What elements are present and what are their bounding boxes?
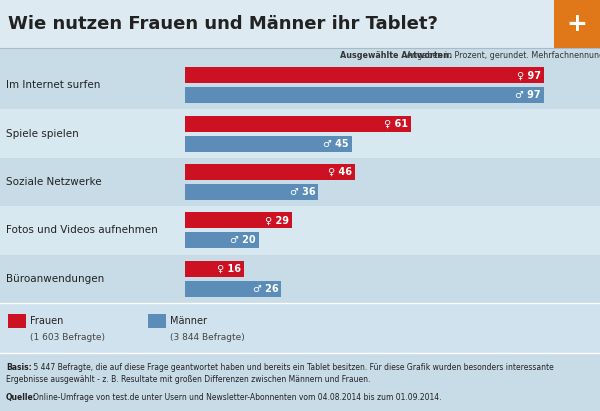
Text: ♀ 61: ♀ 61 bbox=[384, 119, 408, 129]
Text: ♂ 36: ♂ 36 bbox=[290, 187, 315, 197]
Text: ♂ 45: ♂ 45 bbox=[323, 139, 349, 148]
Bar bbox=[0, 61, 600, 109]
Bar bbox=[185, 115, 410, 132]
Bar bbox=[8, 314, 26, 328]
Text: Im Internet surfen: Im Internet surfen bbox=[6, 80, 100, 90]
Bar bbox=[0, 0, 600, 48]
Text: (3 844 Befragte): (3 844 Befragte) bbox=[170, 332, 245, 342]
Bar bbox=[0, 206, 600, 254]
Text: Fotos und Videos aufnehmen: Fotos und Videos aufnehmen bbox=[6, 225, 158, 236]
Text: ♂ 97: ♂ 97 bbox=[515, 90, 541, 100]
Text: Spiele spielen: Spiele spielen bbox=[6, 129, 79, 139]
Bar bbox=[0, 303, 600, 353]
Text: Wie nutzen Frauen und Männer ihr Tablet?: Wie nutzen Frauen und Männer ihr Tablet? bbox=[8, 15, 438, 33]
Bar bbox=[554, 0, 600, 48]
Bar bbox=[185, 232, 259, 248]
Bar bbox=[0, 109, 600, 158]
Text: +: + bbox=[566, 12, 587, 36]
Text: Basis:: Basis: bbox=[6, 363, 32, 372]
Bar bbox=[0, 254, 600, 303]
Bar bbox=[185, 184, 318, 200]
Bar bbox=[185, 281, 281, 297]
Text: Quelle:: Quelle: bbox=[6, 393, 37, 402]
Text: Ausgewählte Antworten.: Ausgewählte Antworten. bbox=[340, 51, 452, 60]
Text: Ergebnisse ausgewählt - z. B. Resultate mit großen Differenzen zwischen Männern : Ergebnisse ausgewählt - z. B. Resultate … bbox=[6, 374, 370, 383]
Text: 5 447 Befragte, die auf diese Frage geantwortet haben und bereits ein Tablet bes: 5 447 Befragte, die auf diese Frage gean… bbox=[31, 363, 554, 372]
Bar bbox=[185, 261, 244, 277]
Bar bbox=[0, 158, 600, 206]
Text: (1 603 Befragte): (1 603 Befragte) bbox=[30, 332, 105, 342]
Text: Soziale Netzwerke: Soziale Netzwerke bbox=[6, 177, 101, 187]
Bar bbox=[185, 212, 292, 229]
Text: Online-Umfrage von test.de unter Usern und Newsletter-Abonnenten vom 04.08.2014 : Online-Umfrage von test.de unter Usern u… bbox=[33, 393, 442, 402]
Text: ♀ 97: ♀ 97 bbox=[517, 70, 541, 80]
Bar bbox=[185, 87, 544, 103]
Bar bbox=[148, 314, 166, 328]
Text: ♀ 16: ♀ 16 bbox=[217, 264, 241, 274]
Text: Büroanwendungen: Büroanwendungen bbox=[6, 274, 104, 284]
Text: ♀ 29: ♀ 29 bbox=[265, 215, 289, 226]
Bar bbox=[185, 164, 355, 180]
Text: ♂ 26: ♂ 26 bbox=[253, 284, 278, 294]
Text: Männer: Männer bbox=[170, 316, 207, 326]
Text: ♂ 20: ♂ 20 bbox=[230, 236, 256, 245]
Text: ♀ 46: ♀ 46 bbox=[328, 167, 352, 177]
Bar bbox=[185, 136, 352, 152]
Bar bbox=[0, 353, 600, 411]
Text: Angaben in Prozent, gerundet. Mehrfachnennungen möglich.: Angaben in Prozent, gerundet. Mehrfachne… bbox=[404, 51, 600, 60]
Bar bbox=[185, 67, 544, 83]
Text: Frauen: Frauen bbox=[30, 316, 64, 326]
